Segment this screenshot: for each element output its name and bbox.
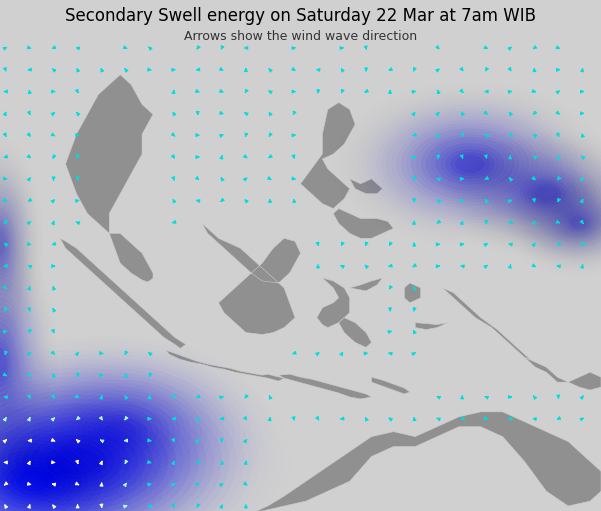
Polygon shape xyxy=(60,238,186,349)
Ellipse shape xyxy=(430,140,509,188)
Polygon shape xyxy=(257,412,601,511)
Ellipse shape xyxy=(0,439,99,511)
Ellipse shape xyxy=(0,333,13,392)
Ellipse shape xyxy=(523,179,569,208)
Ellipse shape xyxy=(87,411,153,453)
Ellipse shape xyxy=(23,430,130,493)
Ellipse shape xyxy=(99,418,142,446)
Ellipse shape xyxy=(527,181,566,206)
Ellipse shape xyxy=(0,450,82,511)
Ellipse shape xyxy=(568,216,590,231)
Ellipse shape xyxy=(571,218,587,229)
Polygon shape xyxy=(317,278,350,328)
Ellipse shape xyxy=(531,184,562,203)
Ellipse shape xyxy=(450,152,490,176)
Ellipse shape xyxy=(455,155,484,173)
Polygon shape xyxy=(525,357,601,390)
Ellipse shape xyxy=(31,435,123,488)
Ellipse shape xyxy=(0,443,93,511)
Ellipse shape xyxy=(11,468,55,495)
Polygon shape xyxy=(109,234,153,282)
Text: Arrows show the wind wave direction: Arrows show the wind wave direction xyxy=(184,30,417,43)
Ellipse shape xyxy=(535,187,558,201)
Ellipse shape xyxy=(0,227,7,259)
Ellipse shape xyxy=(5,464,60,499)
Ellipse shape xyxy=(0,417,153,506)
Ellipse shape xyxy=(0,412,160,510)
Polygon shape xyxy=(371,377,410,394)
Ellipse shape xyxy=(0,347,7,377)
Ellipse shape xyxy=(38,439,115,484)
Polygon shape xyxy=(350,278,382,291)
Ellipse shape xyxy=(441,146,499,182)
Ellipse shape xyxy=(0,453,76,509)
Ellipse shape xyxy=(0,231,5,255)
Ellipse shape xyxy=(0,342,9,382)
Ellipse shape xyxy=(0,436,104,511)
Polygon shape xyxy=(350,179,382,194)
Polygon shape xyxy=(166,351,284,381)
Ellipse shape xyxy=(46,444,107,479)
Polygon shape xyxy=(442,288,535,362)
Ellipse shape xyxy=(445,149,495,179)
Polygon shape xyxy=(339,318,371,347)
Ellipse shape xyxy=(104,421,136,442)
Ellipse shape xyxy=(76,404,164,459)
Polygon shape xyxy=(66,75,153,234)
Ellipse shape xyxy=(16,471,49,492)
Ellipse shape xyxy=(436,143,504,185)
Ellipse shape xyxy=(8,421,145,502)
Ellipse shape xyxy=(0,457,71,505)
Text: Secondary Swell energy on Saturday 22 Mar at 7am WIB: Secondary Swell energy on Saturday 22 Ma… xyxy=(65,7,536,25)
Ellipse shape xyxy=(0,337,11,387)
Ellipse shape xyxy=(93,414,147,449)
Polygon shape xyxy=(202,223,300,335)
Ellipse shape xyxy=(15,426,138,497)
Polygon shape xyxy=(300,103,355,208)
Ellipse shape xyxy=(0,460,66,502)
Polygon shape xyxy=(404,283,421,303)
Polygon shape xyxy=(415,322,448,330)
Ellipse shape xyxy=(82,407,159,456)
Ellipse shape xyxy=(0,447,87,511)
Polygon shape xyxy=(334,208,394,238)
Ellipse shape xyxy=(53,448,99,475)
Polygon shape xyxy=(279,374,371,399)
